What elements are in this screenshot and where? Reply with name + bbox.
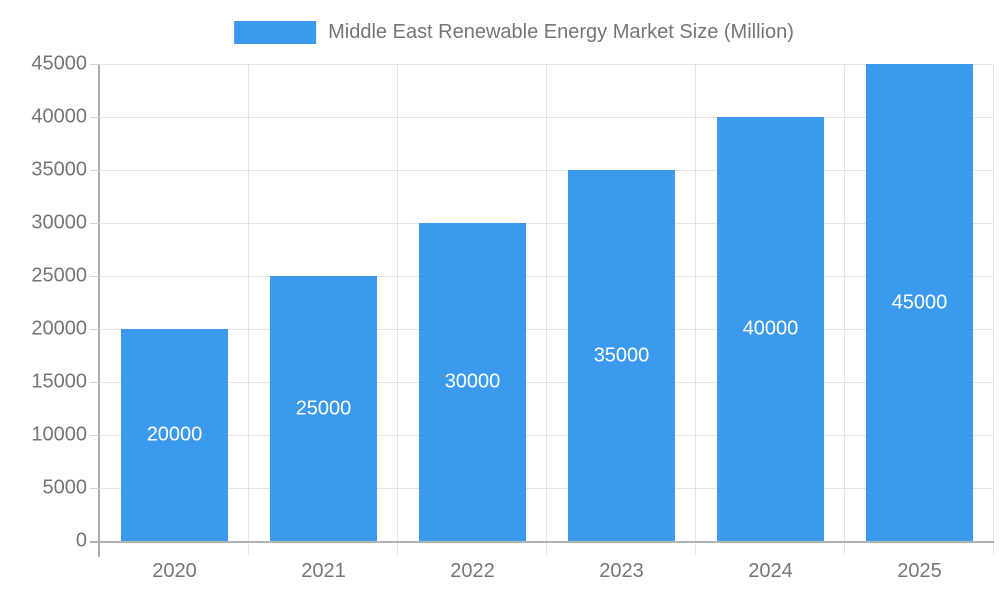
bar: 45000: [866, 64, 973, 541]
gridline-horizontal: [100, 276, 994, 277]
bar-value-label: 25000: [295, 397, 352, 419]
y-axis-tick: [90, 382, 100, 383]
y-axis-tick-label: 30000: [31, 211, 87, 234]
legend-swatch: [234, 21, 317, 44]
y-axis-tick-label: 45000: [31, 52, 87, 75]
y-axis-tick: [90, 117, 100, 118]
gridline-vertical: [695, 64, 696, 555]
gridline-horizontal: [100, 435, 994, 436]
y-axis-tick-label: 35000: [31, 158, 87, 181]
bar: 25000: [270, 276, 377, 541]
y-axis-tick: [90, 170, 100, 171]
gridline-vertical: [397, 64, 398, 555]
bar-value-label: 40000: [742, 317, 799, 340]
gridline-horizontal: [100, 64, 994, 65]
gridline-vertical: [248, 64, 249, 555]
y-axis-tick: [90, 276, 100, 277]
y-axis-tick: [90, 64, 100, 65]
x-axis-tick-label: 2023: [599, 560, 644, 582]
y-axis-tick-label: 15000: [31, 370, 87, 393]
gridline-horizontal: [100, 223, 994, 224]
x-axis-tick-label: 2025: [897, 560, 942, 582]
gridline-horizontal: [100, 117, 994, 118]
bar: 20000: [121, 329, 228, 541]
x-axis-tick-label: 2024: [748, 560, 793, 582]
y-axis-tick: [90, 435, 100, 436]
bar-value-label: 35000: [593, 344, 650, 366]
x-axis-tick-label: 2022: [450, 560, 495, 582]
legend: Middle East Renewable Energy Market Size…: [234, 21, 794, 44]
legend-label: Middle East Renewable Energy Market Size…: [328, 21, 794, 43]
y-axis-tick: [90, 488, 100, 489]
y-axis-tick-label: 0: [75, 529, 87, 552]
gridline-horizontal: [100, 382, 994, 383]
y-axis-tick-label: 20000: [31, 317, 87, 340]
bar: 30000: [419, 223, 526, 541]
y-axis-tick: [90, 223, 100, 224]
x-axis-tick-label: 2020: [152, 560, 197, 582]
x-axis-tick-label: 2021: [301, 560, 346, 582]
gridline-vertical: [844, 64, 845, 555]
bar: 35000: [568, 170, 675, 541]
plot-area: 0 5000 10000 15000 20000 25000 30000 35000 40000…: [31, 53, 994, 582]
y-axis-tick: [90, 329, 100, 330]
y-axis-tick-label: 40000: [31, 105, 87, 128]
y-axis-line: [98, 64, 100, 557]
y-axis-tick-label: 5000: [42, 476, 88, 499]
gridline-vertical: [546, 64, 547, 555]
gridline-vertical: [993, 64, 994, 555]
y-axis-tick-label: 10000: [31, 423, 87, 446]
gridline-horizontal: [100, 488, 994, 489]
y-axis-tick-label: 25000: [31, 264, 87, 287]
bar: 40000: [717, 117, 824, 541]
gridline-horizontal: [100, 170, 994, 171]
gridline-horizontal: [100, 329, 994, 330]
bar-value-label: 45000: [891, 291, 948, 313]
x-axis-line: [90, 541, 994, 543]
bar-value-label: 30000: [444, 370, 501, 393]
bar-value-label: 20000: [146, 423, 203, 446]
